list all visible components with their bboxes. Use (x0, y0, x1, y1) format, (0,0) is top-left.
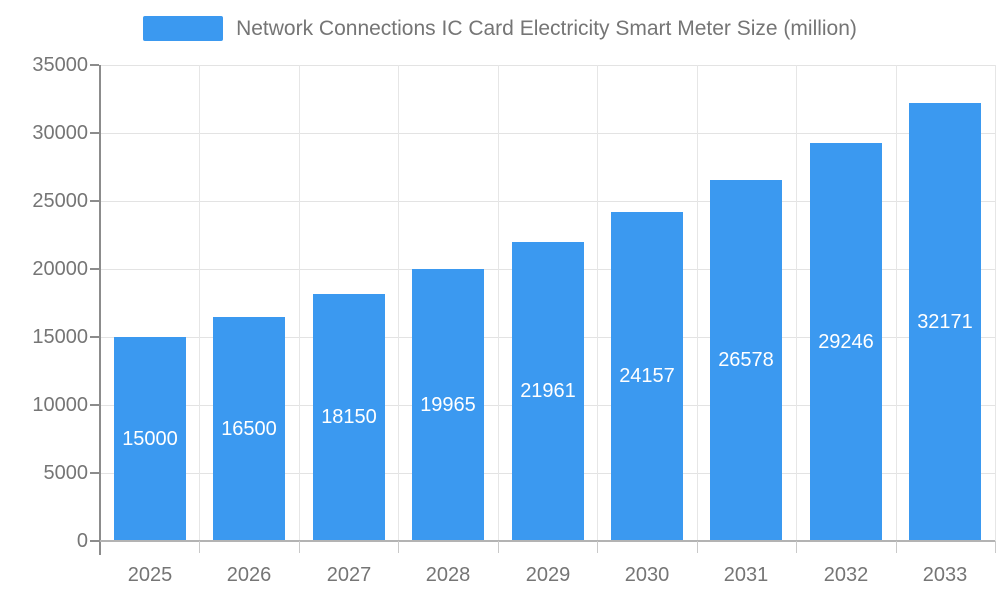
gridline-vertical (498, 65, 499, 541)
bar-2028[interactable]: 19965 (412, 269, 484, 541)
y-axis-tick-label: 5000 (43, 462, 89, 484)
x-axis-tick (398, 541, 399, 553)
bar-2029[interactable]: 21961 (512, 242, 584, 541)
bar-2026[interactable]: 16500 (213, 317, 285, 541)
x-axis-tick-label: 2027 (326, 564, 372, 586)
bar-2025[interactable]: 15000 (114, 337, 186, 541)
bar-value-label: 16500 (221, 417, 277, 440)
x-axis-tick-label: 2025 (127, 564, 173, 586)
y-axis-tick (90, 132, 99, 134)
legend-item[interactable]: Network Connections IC Card Electricity … (0, 16, 1000, 41)
gridline-horizontal (100, 201, 995, 202)
gridline-vertical (896, 65, 897, 541)
x-axis-tick (995, 541, 996, 553)
x-axis-tick (896, 541, 897, 553)
x-axis-tick-label: 2030 (624, 564, 670, 586)
y-axis-tick (90, 472, 99, 474)
gridline-vertical (697, 65, 698, 541)
legend-label: Network Connections IC Card Electricity … (236, 16, 857, 40)
bar-2030[interactable]: 24157 (611, 212, 683, 541)
y-axis-tick (90, 268, 99, 270)
y-axis-tick (90, 200, 99, 202)
y-axis-tick-label: 20000 (32, 258, 88, 280)
x-axis-tick-label: 2031 (723, 564, 769, 586)
gridline-vertical (995, 65, 996, 541)
gridline-vertical (398, 65, 399, 541)
bar-value-label: 21961 (520, 380, 576, 402)
gridline-vertical (299, 65, 300, 541)
legend-swatch (143, 16, 224, 41)
bar-2031[interactable]: 26578 (710, 180, 782, 541)
x-axis-tick (199, 541, 200, 553)
bar-value-label: 24157 (619, 365, 675, 387)
gridline-vertical (597, 65, 598, 541)
bar-value-label: 26578 (718, 349, 774, 371)
y-axis-tick-label: 35000 (32, 54, 88, 76)
gridline-vertical (796, 65, 797, 541)
bar-value-label: 18150 (321, 406, 377, 428)
bar-value-label: 32171 (917, 310, 973, 333)
x-axis-tick-label: 2028 (425, 564, 471, 586)
y-axis-tick-label: 15000 (32, 326, 88, 348)
y-axis-tick-label: 30000 (32, 122, 88, 144)
y-axis-tick-label: 10000 (32, 394, 88, 416)
bar-2027[interactable]: 18150 (313, 294, 385, 541)
gridline-vertical (199, 65, 200, 541)
bar-value-label: 15000 (122, 427, 178, 450)
x-axis-tick-label: 2026 (226, 564, 272, 586)
x-axis-tick (299, 541, 300, 553)
x-axis-line (100, 540, 995, 542)
y-axis-tick-label: 0 (76, 530, 88, 552)
y-axis-tick (90, 336, 99, 338)
y-axis-tick-label: 25000 (32, 190, 88, 212)
y-axis-line (99, 65, 101, 555)
x-axis-tick (498, 541, 499, 553)
x-axis-tick-label: 2032 (823, 564, 869, 586)
bar-2033[interactable]: 32171 (909, 103, 981, 541)
y-axis-tick (90, 540, 99, 542)
x-axis-tick (597, 541, 598, 553)
y-axis-tick (90, 404, 99, 406)
bar-2032[interactable]: 29246 (810, 143, 882, 541)
x-axis-tick-label: 2033 (922, 564, 968, 586)
x-axis-tick (697, 541, 698, 553)
x-axis-tick-label: 2029 (525, 564, 571, 586)
y-axis-tick (90, 64, 99, 66)
gridline-horizontal (100, 133, 995, 134)
bar-value-label: 19965 (420, 393, 476, 416)
x-axis-tick (796, 541, 797, 553)
gridline-horizontal (100, 65, 995, 66)
bar-value-label: 29246 (818, 330, 874, 353)
